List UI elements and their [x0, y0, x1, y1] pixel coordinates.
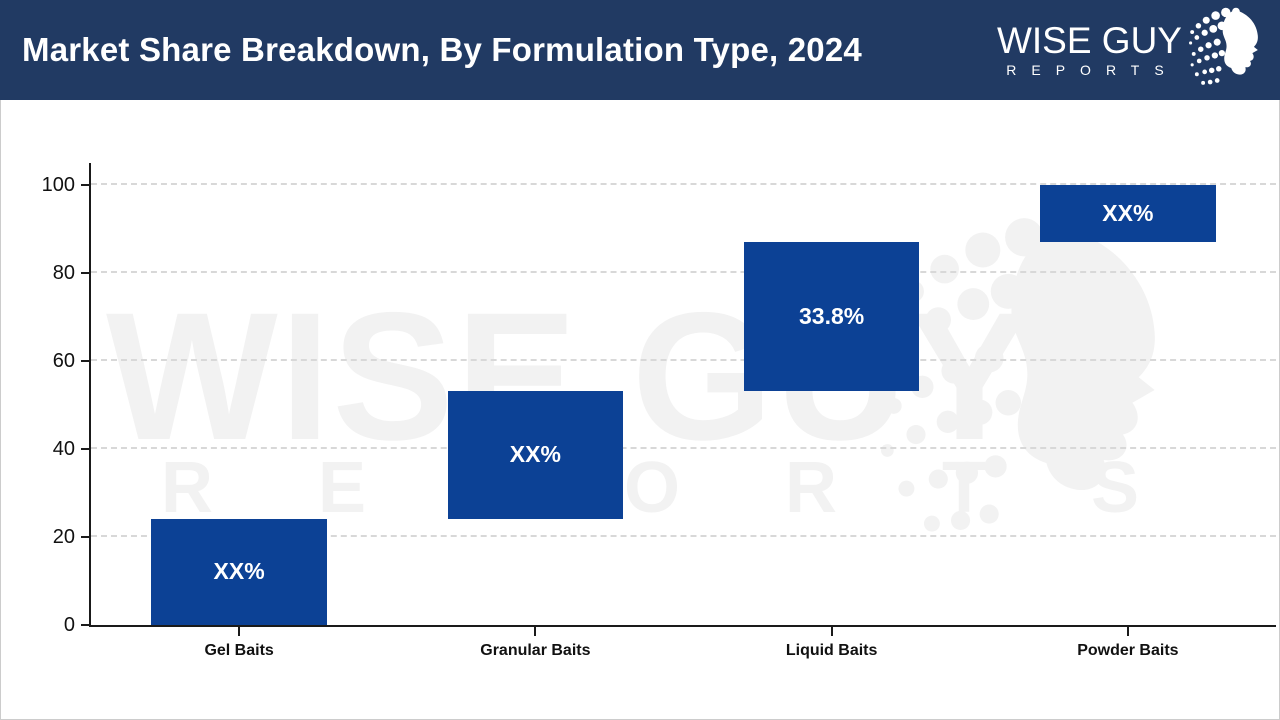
y-axis-label-0: 0: [63, 614, 75, 636]
x-axis-tick-granular-baits: [534, 627, 537, 636]
y-axis-tick-0: [81, 624, 89, 626]
y-axis-tick-60: [81, 360, 89, 363]
header-bar: Market Share Breakdown, By Formulation T…: [0, 0, 1280, 100]
logo-wordmark: WISE GUY: [996, 20, 1182, 62]
y-axis-label-20: 20: [52, 526, 75, 548]
y-axis-label-100: 100: [41, 174, 75, 196]
bar-powder-baits: XX%: [1040, 185, 1216, 243]
logo-text: WISE GUY REPORTS: [996, 20, 1182, 78]
y-axis-label-40: 40: [52, 438, 75, 460]
bar-value-label-liquid-baits: 33.8%: [799, 303, 865, 330]
gridline-100: [91, 183, 1276, 185]
bar-value-label-granular-baits: XX%: [509, 441, 561, 468]
gridline-40: [91, 447, 1276, 449]
watermark-head-icon: [874, 218, 1155, 532]
category-label-liquid-baits: Liquid Baits: [785, 642, 878, 659]
bar-granular-baits: XX%: [447, 390, 624, 519]
category-label-powder-baits: Powder Baits: [1077, 642, 1179, 659]
bar-gel-baits: XX%: [151, 518, 327, 625]
page-title: Market Share Breakdown, By Formulation T…: [22, 31, 862, 68]
gridline-60: [91, 359, 1276, 361]
plot-area: 0 20 40 60 80 100 XX% Gel Baits XX% Granular Bait…: [42, 163, 1276, 659]
category-label-gel-baits: Gel Baits: [204, 642, 274, 659]
wise-guy-head-icon: [1189, 7, 1258, 85]
y-axis-label-80: 80: [52, 262, 75, 284]
y-axis-tick-40: [81, 448, 89, 450]
y-axis-label-60: 60: [52, 350, 75, 373]
category-label-granular-baits: Granular Baits: [480, 642, 591, 659]
bar-value-label-powder-baits: XX%: [1102, 200, 1154, 227]
gridline-20: [91, 535, 1276, 537]
logo-subtitle: REPORTS: [1006, 61, 1179, 78]
x-axis-tick-powder-baits: [1126, 627, 1129, 636]
x-axis-tick-liquid-baits: [830, 627, 833, 636]
chart-canvas: WISE GUY REPORTS 0 20 40 60 80 100 XX% Gel Bait…: [0, 100, 1280, 720]
wise-guy-logo: WISE GUY REPORTS: [997, 7, 1266, 93]
x-axis-tick-gel-baits: [238, 627, 241, 636]
bar-liquid-baits: 33.8%: [743, 242, 920, 391]
y-axis-tick-80: [81, 272, 89, 274]
y-axis-tick-100: [81, 184, 89, 186]
watermark-subtitle: REPORTS: [161, 448, 1245, 528]
gridline-80: [91, 271, 1276, 273]
bar-value-label-gel-baits: XX%: [213, 558, 265, 585]
y-axis-tick-20: [81, 536, 89, 538]
